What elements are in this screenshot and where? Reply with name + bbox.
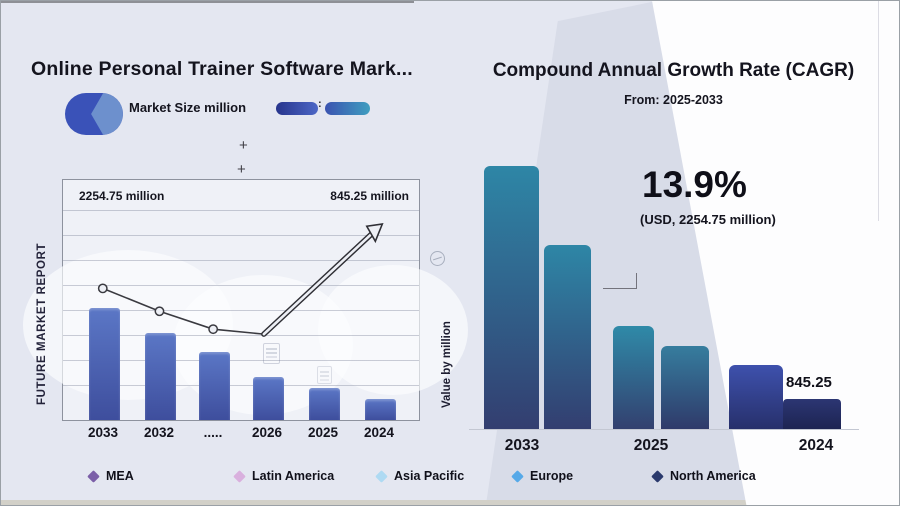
market-size-chart: 2254.75 million 845.25 million (23, 179, 468, 421)
legend-swatch (87, 469, 100, 483)
left-chart-bar (309, 388, 340, 420)
x-tick-label: 2026 (251, 425, 283, 440)
legend-label: Asia Pacific (394, 469, 465, 483)
x-tick-label: 2032 (143, 425, 175, 440)
right-chart-bar (783, 399, 841, 429)
bar-series (63, 180, 419, 420)
legend-item-latin-america: Latin America (233, 469, 335, 483)
plus-icon: + (237, 161, 246, 178)
right-hairline (878, 1, 879, 221)
bottom-strip (1, 500, 899, 505)
cagr-bar-chart (471, 161, 856, 429)
cagr-subtitle: From: 2025-2033 (624, 93, 723, 107)
zoom-out-icon (430, 251, 445, 266)
legend-item-mea: MEA (87, 469, 134, 483)
right-chart-bar (729, 365, 783, 429)
right-chart-bar (661, 346, 709, 429)
legend-swatch (233, 469, 246, 483)
left-chart-title: Online Personal Trainer Software Mark... (31, 58, 413, 80)
plus-icon: + (239, 137, 248, 154)
document-ghost-icon (317, 366, 332, 384)
y-axis-label: Value by million (441, 321, 453, 408)
right-chart-bar (484, 166, 539, 429)
legend-item-north-america: North America (651, 469, 756, 483)
left-chart-bar (199, 352, 230, 420)
left-chart-bar (89, 308, 120, 420)
x-tick-label: 2024 (798, 437, 834, 454)
legend-swatch (651, 469, 664, 483)
ratio-colon: : (318, 98, 322, 110)
market-size-label: Market Size million (129, 100, 247, 115)
x-tick-label: 2025 (633, 437, 669, 454)
left-chart-bar (365, 399, 396, 420)
minus-dash (433, 256, 442, 261)
left-chart-bar (145, 333, 176, 420)
left-chart-bar (253, 377, 284, 420)
x-tick-label: 2033 (504, 437, 540, 454)
x-axis-line (469, 429, 859, 430)
legend-swatch (375, 469, 388, 483)
ratio-pill-right (325, 102, 370, 115)
legend-label: Europe (530, 469, 574, 483)
start-value-annotation: 2254.75 million (79, 189, 165, 203)
legend-item-asia-pacific: Asia Pacific (375, 469, 465, 483)
x-tick-label: ..... (203, 425, 223, 440)
legend-item-europe: Europe (511, 469, 574, 483)
brand-logo-icon (65, 93, 123, 135)
legend-label: MEA (106, 469, 134, 483)
legend-swatch (511, 469, 524, 483)
step-bracket-shape (603, 273, 637, 289)
x-tick-label: 2024 (363, 425, 395, 440)
cagr-detail: (USD, 2254.75 million) (640, 212, 776, 227)
top-border-line (1, 1, 415, 3)
logo-hexagon-shape (91, 93, 123, 135)
cagr-value: 13.9% (642, 164, 747, 205)
ratio-pill-left (276, 102, 318, 115)
legend-label: Latin America (252, 469, 335, 483)
vertical-watermark: FUTURE MARKET REPORT (36, 242, 48, 405)
end-value-annotation: 845.25 million (330, 189, 409, 203)
document-ghost-icon (263, 343, 280, 364)
right-chart-bar (613, 326, 654, 429)
legend-label: North America (670, 469, 756, 483)
cagr-title: Compound Annual Growth Rate (CAGR) (492, 60, 855, 81)
right-chart-bar (544, 245, 591, 429)
bar-value-annotation: 845.25 (786, 374, 832, 391)
x-tick-label: 2033 (87, 425, 119, 440)
x-tick-label: 2025 (307, 425, 339, 440)
